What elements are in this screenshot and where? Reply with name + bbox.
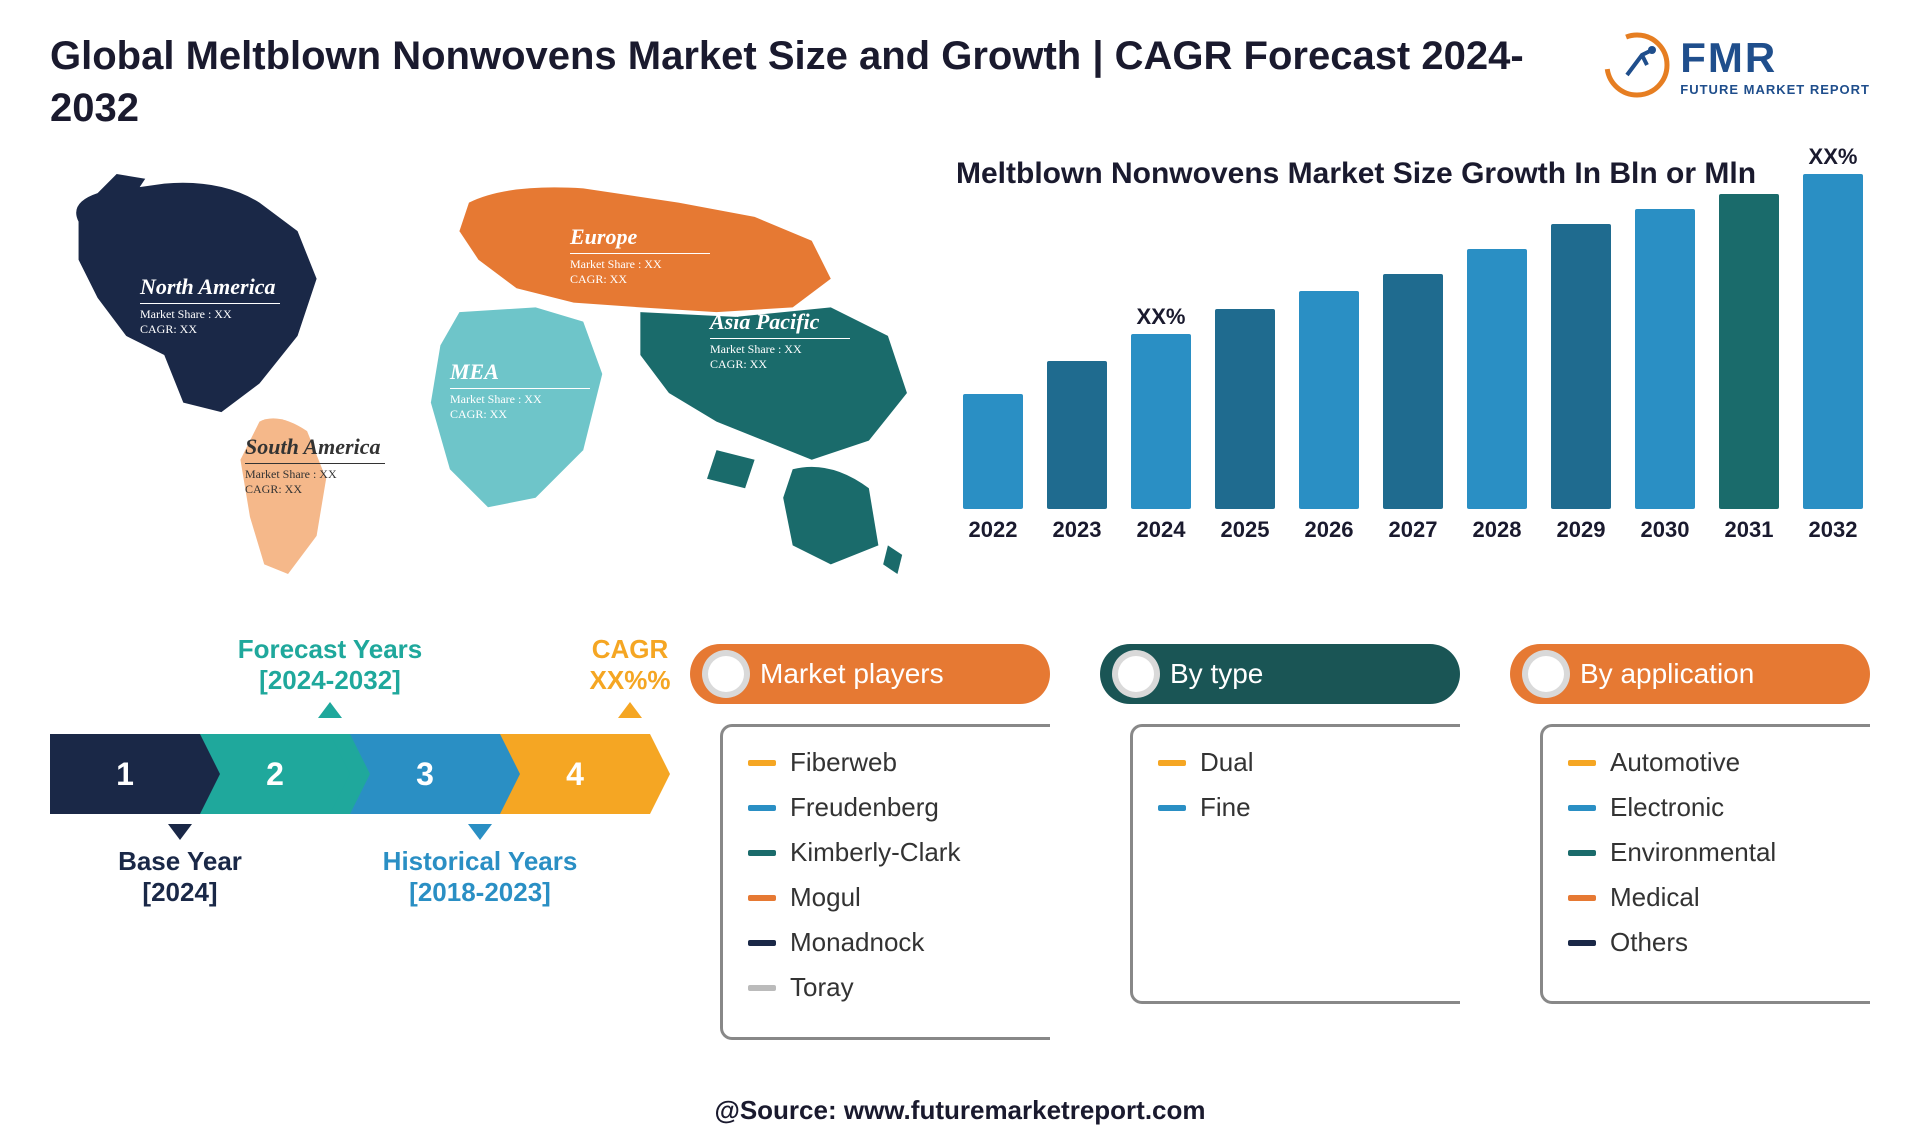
list-item: Fiberweb — [748, 747, 1050, 778]
category-market-players: Market players Fiberweb Freudenberg Kimberl… — [690, 644, 1050, 1040]
timeline-label-base-year: Base Year[2024] — [80, 824, 280, 908]
source-text: @Source: www.futuremarketreport.com — [714, 1095, 1205, 1126]
logo-main-text: FMR — [1680, 34, 1870, 82]
category-header: By application — [1510, 644, 1870, 704]
bar-2022: 2022 — [956, 394, 1030, 543]
list-item: Environmental — [1568, 837, 1870, 868]
bar-2025: 2025 — [1208, 309, 1282, 543]
fmr-logo: FMR FUTURE MARKET REPORT — [1602, 30, 1870, 100]
list-item: Automotive — [1568, 747, 1870, 778]
list-item: Kimberly-Clark — [748, 837, 1050, 868]
bar-2027: 2027 — [1376, 274, 1450, 543]
list-item: Freudenberg — [748, 792, 1050, 823]
category-by-type: By type Dual Fine — [1100, 644, 1460, 1040]
category-header: Market players — [690, 644, 1050, 704]
region-label-south-america: South AmericaMarket Share : XXCAGR: XX — [245, 434, 385, 497]
bar-2024: XX%2024 — [1124, 304, 1198, 543]
list-item: Electronic — [1568, 792, 1870, 823]
timeline-segment-4: 4 — [500, 734, 650, 814]
list-item: Fine — [1158, 792, 1460, 823]
timeline-label-forecast-years: Forecast Years[2024-2032] — [230, 634, 430, 718]
list-item: Mogul — [748, 882, 1050, 913]
bar-2029: 2029 — [1544, 224, 1618, 543]
bar-2026: 2026 — [1292, 291, 1366, 543]
timeline: 1234 Base Year[2024]Forecast Years[2024-… — [50, 644, 650, 1040]
fmr-logo-icon — [1602, 30, 1672, 100]
region-label-mea: MEAMarket Share : XXCAGR: XX — [450, 359, 590, 422]
region-label-north-america: North AmericaMarket Share : XXCAGR: XX — [140, 274, 280, 337]
bar-2028: 2028 — [1460, 249, 1534, 543]
logo-sub-text: FUTURE MARKET REPORT — [1680, 82, 1870, 97]
region-label-europe: EuropeMarket Share : XXCAGR: XX — [570, 224, 710, 287]
list-item: Monadnock — [748, 927, 1050, 958]
timeline-segment-1: 1 — [50, 734, 200, 814]
category-by-application: By application Automotive Electronic Enviro… — [1510, 644, 1870, 1040]
bar-2032: XX%2032 — [1796, 144, 1870, 543]
category-header: By type — [1100, 644, 1460, 704]
list-item: Medical — [1568, 882, 1870, 913]
world-map: North AmericaMarket Share : XXCAGR: XX So… — [50, 154, 926, 594]
timeline-segment-2: 2 — [200, 734, 350, 814]
page-title: Global Meltblown Nonwovens Market Size a… — [50, 30, 1550, 134]
bar-chart-title: Meltblown Nonwovens Market Size Growth I… — [956, 154, 1870, 193]
list-item: Dual — [1158, 747, 1460, 778]
region-label-asia-pacific: Asia PacificMarket Share : XXCAGR: XX — [710, 309, 850, 372]
timeline-label-historical-years: Historical Years[2018-2023] — [380, 824, 580, 908]
list-item: Others — [1568, 927, 1870, 958]
timeline-segment-3: 3 — [350, 734, 500, 814]
bar-2031: 2031 — [1712, 194, 1786, 543]
list-item: Toray — [748, 972, 1050, 1003]
bar-2023: 2023 — [1040, 361, 1114, 543]
bar-2030: 2030 — [1628, 209, 1702, 543]
bar-chart: 20222023XX%20242025202620272028202920302… — [956, 203, 1870, 543]
